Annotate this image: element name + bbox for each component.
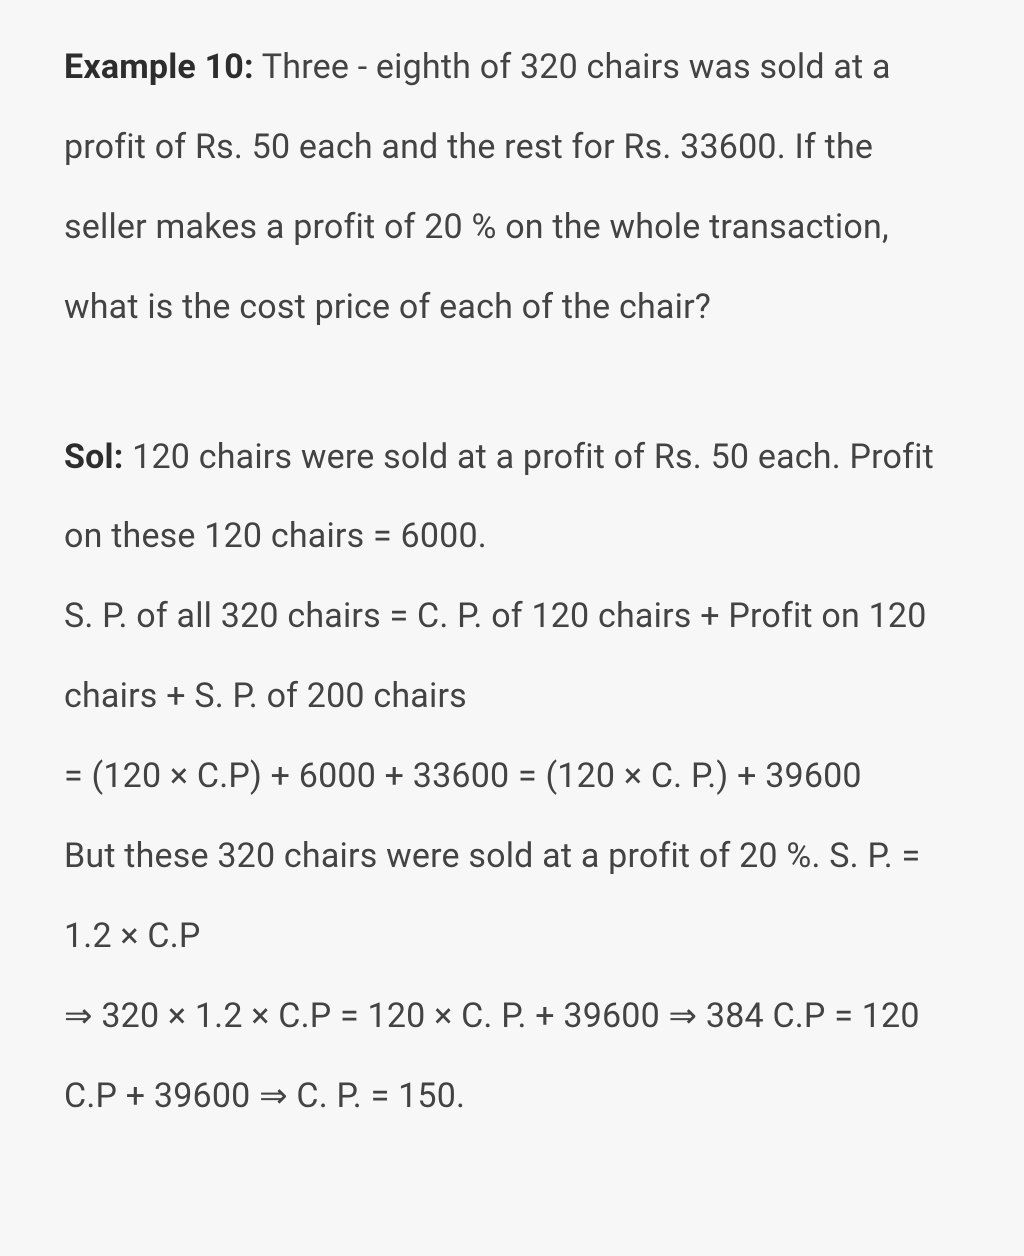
problem-body: Three - eighth of 320 chairs was sold at… (64, 47, 891, 327)
example-label: Example 10: (64, 47, 254, 87)
problem-text: Example 10: Three - eighth of 320 chairs… (64, 28, 960, 348)
solution-line-4: ⇒ 320 × 1.2 × C.P = 120 × C. P. + 39600 … (64, 977, 960, 1137)
solution-line-2: = (120 × C.P) + 6000 + 33600 = (120 × C.… (64, 737, 960, 817)
solution-line-3: But these 320 chairs were sold at a prof… (64, 817, 960, 977)
problem-section: Example 10: Three - eighth of 320 chairs… (64, 28, 960, 348)
solution-text-0: 120 chairs were sold at a profit of Rs. … (64, 437, 934, 557)
solution-line-0: Sol: 120 chairs were sold at a profit of… (64, 418, 960, 578)
solution-section: Sol: 120 chairs were sold at a profit of… (64, 418, 960, 1137)
solution-line-1: S. P. of all 320 chairs = C. P. of 120 c… (64, 577, 960, 737)
solution-label: Sol: (64, 437, 124, 477)
document-content: Example 10: Three - eighth of 320 chairs… (64, 28, 960, 1137)
